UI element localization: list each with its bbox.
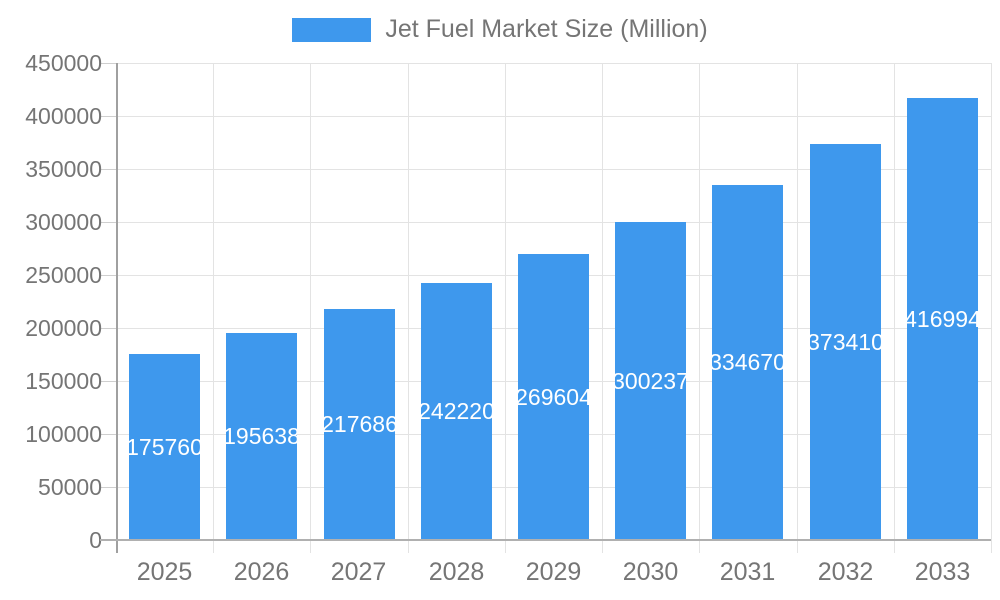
bar-2033[interactable]: 416994 xyxy=(907,98,978,540)
y-axis-tick xyxy=(100,222,116,223)
x-axis-tick-label: 2033 xyxy=(914,558,971,586)
gridline-horizontal xyxy=(116,116,991,117)
gridline-horizontal xyxy=(116,63,991,64)
gridline-vertical xyxy=(991,63,992,553)
bar-2032[interactable]: 373410 xyxy=(810,144,881,540)
y-axis-tick xyxy=(100,434,116,435)
gridline-horizontal xyxy=(116,222,991,223)
y-axis-tick xyxy=(100,63,116,64)
bar-value-label: 195638 xyxy=(226,423,297,449)
y-axis-tick-label: 400000 xyxy=(25,103,102,129)
bar-value-label: 300237 xyxy=(615,367,686,394)
bar-value-label: 242220 xyxy=(421,398,492,424)
y-axis-tick-label: 450000 xyxy=(25,50,102,76)
bar-value-label: 373410 xyxy=(810,328,881,355)
bar-2028[interactable]: 242220 xyxy=(421,283,492,540)
gridline-horizontal xyxy=(116,169,991,170)
y-axis-tick-label: 250000 xyxy=(25,262,102,288)
bar-2026[interactable]: 195638 xyxy=(226,333,297,540)
gridline-vertical xyxy=(505,63,506,553)
x-axis-line xyxy=(100,539,991,541)
bar-2030[interactable]: 300237 xyxy=(615,222,686,540)
y-axis-tick xyxy=(100,116,116,117)
legend-label: Jet Fuel Market Size (Million) xyxy=(385,15,708,43)
chart-legend[interactable]: Jet Fuel Market Size (Million) xyxy=(0,15,1000,44)
bar-value-label: 269604 xyxy=(518,383,589,410)
bar-2025[interactable]: 175760 xyxy=(129,354,200,540)
gridline-vertical xyxy=(602,63,603,553)
y-axis-tick xyxy=(100,381,116,382)
x-axis-tick-label: 2032 xyxy=(817,558,874,586)
x-axis-tick-label: 2029 xyxy=(525,558,582,586)
y-axis-tick-label: 300000 xyxy=(25,209,102,235)
x-axis-tick-label: 2026 xyxy=(233,558,290,586)
bar-value-label: 175760 xyxy=(129,433,200,460)
gridline-vertical xyxy=(894,63,895,553)
x-axis-tick-label: 2027 xyxy=(330,558,387,586)
x-axis-tick-label: 2031 xyxy=(719,558,776,586)
bar-value-label: 334670 xyxy=(712,349,783,375)
y-axis-tick-label: 50000 xyxy=(38,474,102,500)
y-axis-tick-label: 200000 xyxy=(25,315,102,341)
y-axis-tick-label: 150000 xyxy=(25,368,102,394)
bar-2029[interactable]: 269604 xyxy=(518,254,589,540)
legend-swatch-icon xyxy=(292,17,372,42)
y-axis-tick xyxy=(100,169,116,170)
x-axis-tick-label: 2025 xyxy=(136,558,193,586)
bar-2031[interactable]: 334670 xyxy=(712,185,783,540)
gridline-vertical xyxy=(699,63,700,553)
y-axis-line xyxy=(116,63,118,553)
y-axis-tick-label: 100000 xyxy=(25,421,102,447)
bar-value-label: 217686 xyxy=(324,411,395,437)
gridline-vertical xyxy=(408,63,409,553)
gridline-vertical xyxy=(213,63,214,553)
gridline-vertical xyxy=(310,63,311,553)
x-axis-tick-label: 2030 xyxy=(622,558,679,586)
gridline-vertical xyxy=(797,63,798,553)
y-axis-tick xyxy=(100,275,116,276)
y-axis-tick xyxy=(100,328,116,329)
y-axis-tick xyxy=(100,487,116,488)
bar-value-label: 416994 xyxy=(907,305,978,332)
y-axis-tick-label: 0 xyxy=(89,527,102,553)
bar-2027[interactable]: 217686 xyxy=(324,309,395,540)
y-axis-tick-label: 350000 xyxy=(25,156,102,182)
x-axis-tick-label: 2028 xyxy=(428,558,485,586)
